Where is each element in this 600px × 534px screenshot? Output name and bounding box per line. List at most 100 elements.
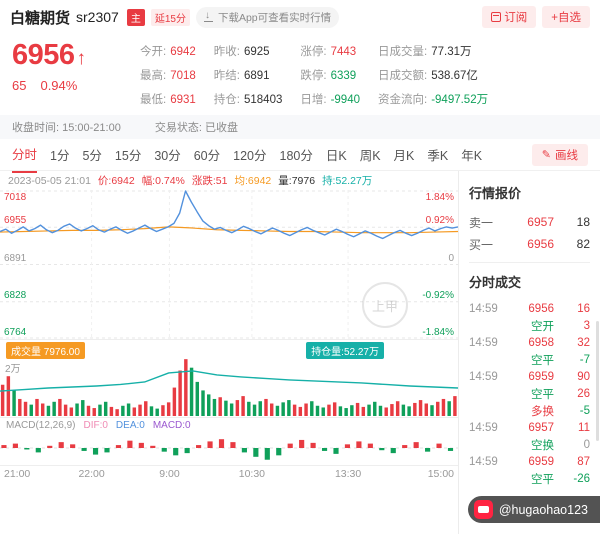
trade-time: 14:59 <box>469 336 498 349</box>
time-axis-label: 21:00 <box>4 468 31 480</box>
stat-label: 资金流向: <box>378 94 428 106</box>
chart-column: 2023-05-05 21:01 价:6942 幅:0.74% 涨跌:51 均:… <box>0 171 458 534</box>
trade-row: 14:59 6959 87 <box>469 453 590 470</box>
time-axis-label: 22:00 <box>78 468 105 480</box>
stat-item: 涨停: 7443 <box>300 43 360 59</box>
header: 白糖期货 sr2307 主 延15分 下载App可查看实时行情 订阅 +自选 <box>0 0 600 34</box>
ask-price: 6957 <box>527 215 554 229</box>
stat-item: 最高: 7018 <box>140 67 196 83</box>
ask-label: 卖一 <box>469 215 494 230</box>
stat-label: 日增: <box>300 94 327 106</box>
stat-column: 涨停: 7443 跌停: 6339 日增: -9940 <box>300 43 360 107</box>
trade-time: 14:59 <box>469 302 498 315</box>
trade-volume: 32 <box>577 336 590 349</box>
tab-1[interactable]: 1分 <box>50 148 70 163</box>
stat-item: 日增: -9940 <box>300 91 360 107</box>
tab-9[interactable]: 周K <box>359 148 381 163</box>
pencil-icon <box>542 148 551 161</box>
price-panel[interactable]: 7018 6955 6891 6828 6764 1.84% 0.92% 0 -0.92% -1.… <box>0 190 458 340</box>
delay-badge: 延15分 <box>150 8 190 26</box>
trade-type: 空平 <box>531 388 554 401</box>
price-block: 6956 ↑ 65 0.94% <box>12 39 130 107</box>
tab-11[interactable]: 季K <box>427 148 449 163</box>
stat-value: 6942 <box>170 46 196 58</box>
trade-row: 14:59 6956 16 <box>469 300 590 317</box>
macd-chart[interactable] <box>0 432 458 464</box>
legend-change: 涨跌:51 <box>191 175 228 187</box>
quote-board-header: 行情报价 <box>469 186 522 201</box>
bid-level-row: 买一 6956 82 <box>469 233 590 255</box>
stat-value: 6931 <box>170 94 196 106</box>
bid-price: 6956 <box>527 237 554 251</box>
tab-5[interactable]: 60分 <box>193 148 221 163</box>
stat-value: -9497.52万 <box>431 94 489 106</box>
download-app-button[interactable]: 下载App可查看实时行情 <box>195 6 340 28</box>
legend-price: 价:6942 <box>97 175 135 187</box>
sidebar-divider <box>469 262 590 263</box>
stat-column: 昨收: 6925 昨结: 6891 持仓: 518403 <box>214 43 283 107</box>
legend-volume: 量:7976 <box>278 175 316 187</box>
trade-volume: -26 <box>573 472 590 485</box>
stats-grid: 今开: 6942 最高: 7018 最低: 6931 昨收: 6925 昨结: 6891 持仓: 51… <box>140 39 488 107</box>
tab-12[interactable]: 年K <box>461 148 483 163</box>
trades-scrollbar[interactable] <box>596 321 599 441</box>
watermark-handle: @hugaohao123 <box>467 496 600 523</box>
stat-label: 持仓: <box>213 94 240 106</box>
change-value: 65 <box>12 78 27 93</box>
add-watchlist-button[interactable]: +自选 <box>542 6 590 28</box>
add-watchlist-label: +自选 <box>551 12 581 24</box>
last-price: 6956 ↑ <box>12 39 86 71</box>
stat-value: 538.67亿 <box>431 70 478 82</box>
draw-line-button[interactable]: 画线 <box>531 143 588 166</box>
dif-value: DIF:0 <box>83 420 108 431</box>
trade-volume: -7 <box>579 353 590 366</box>
trade-detail-row: 多换 -5 <box>469 402 590 419</box>
time-axis: 21:00 22:00 9:00 10:30 13:30 15:00 <box>0 466 458 482</box>
watermark-text: @hugaohao123 <box>498 502 588 517</box>
trade-type: 多换 <box>531 405 554 418</box>
volume-panel[interactable]: 成交量 7976.00 持仓量:52.27万 2万 <box>0 340 458 418</box>
price-chart[interactable] <box>0 190 458 339</box>
subscribe-button[interactable]: 订阅 <box>482 6 537 28</box>
trade-volume: 16 <box>577 302 590 315</box>
tab-6[interactable]: 120分 <box>233 148 267 163</box>
tab-3[interactable]: 15分 <box>114 148 142 163</box>
trade-type: 空平 <box>531 354 554 367</box>
main-area: 2023-05-05 21:01 价:6942 幅:0.74% 涨跌:51 均:… <box>0 171 600 534</box>
tab-2[interactable]: 5分 <box>82 148 102 163</box>
macd-params: MACD(12,26,9) <box>6 420 76 431</box>
trade-volume: -5 <box>579 404 590 417</box>
stat-label: 跌停: <box>300 70 327 82</box>
stat-item: 最低: 6931 <box>140 91 196 107</box>
stat-item: 日成交额: 538.67亿 <box>378 67 488 83</box>
tick-trades-list[interactable]: 14:59 6956 16 空开 3 14:59 6958 32 空平 -7 14:59 6959 90… <box>469 300 590 487</box>
stat-label: 涨停: <box>300 46 327 58</box>
stat-column: 今开: 6942 最高: 7018 最低: 6931 <box>140 43 196 107</box>
stat-value: 518403 <box>244 94 283 106</box>
trade-time: 14:59 <box>469 370 498 383</box>
trade-volume: 87 <box>577 455 590 468</box>
time-axis-label: 15:00 <box>427 468 454 480</box>
close-time: 收盘时间: 15:00-21:00 <box>12 122 121 134</box>
trade-volume: 3 <box>583 319 590 332</box>
trade-time: 14:59 <box>469 455 498 468</box>
stat-value: -9940 <box>330 94 360 106</box>
stat-item: 日成交量: 77.31万 <box>378 43 488 59</box>
tab-8[interactable]: 日K <box>325 148 347 163</box>
stat-value: 6339 <box>330 70 357 82</box>
stat-item: 今开: 6942 <box>140 43 196 59</box>
tab-10[interactable]: 月K <box>393 148 415 163</box>
stat-value: 6925 <box>244 46 270 58</box>
macd-panel[interactable]: MACD(12,26,9) DIF:0 DEA:0 MACD:0 <box>0 418 458 466</box>
stat-value: 7443 <box>330 46 357 58</box>
trade-detail-row: 空平 -7 <box>469 351 590 368</box>
volume-legend: 成交量 7976.00 持仓量:52.27万 <box>6 342 452 359</box>
time-axis-label: 10:30 <box>238 468 266 480</box>
tab-4[interactable]: 30分 <box>154 148 181 163</box>
stat-item: 昨收: 6925 <box>214 43 283 59</box>
tab-0[interactable]: 分时 <box>12 137 38 173</box>
volume-chart[interactable] <box>0 358 458 416</box>
tab-7[interactable]: 180分 <box>279 148 313 163</box>
